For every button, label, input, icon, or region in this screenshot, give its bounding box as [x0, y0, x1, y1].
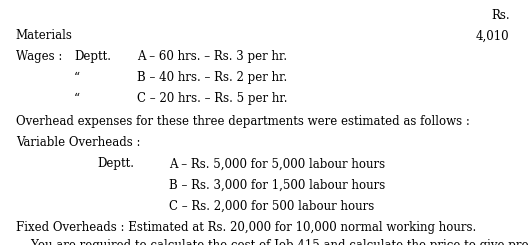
Text: “: “: [74, 92, 80, 105]
Text: Rs.: Rs.: [491, 9, 510, 22]
Text: C – Rs. 2,000 for 500 labour hours: C – Rs. 2,000 for 500 labour hours: [169, 199, 374, 212]
Text: Deptt.: Deptt.: [98, 157, 135, 170]
Text: C – 20 hrs. – Rs. 5 per hr.: C – 20 hrs. – Rs. 5 per hr.: [137, 92, 288, 105]
Text: Overhead expenses for these three departments were estimated as follows :: Overhead expenses for these three depart…: [16, 115, 470, 128]
Text: Materials: Materials: [16, 29, 73, 42]
Text: B – Rs. 3,000 for 1,500 labour hours: B – Rs. 3,000 for 1,500 labour hours: [169, 178, 385, 191]
Text: A – 60 hrs. – Rs. 3 per hr.: A – 60 hrs. – Rs. 3 per hr.: [137, 50, 287, 63]
Text: You are required to calculate the cost of Job 415 and calculate the price to giv: You are required to calculate the cost o…: [16, 239, 528, 245]
Text: Variable Overheads :: Variable Overheads :: [16, 136, 140, 149]
Text: Fixed Overheads : Estimated at Rs. 20,000 for 10,000 normal working hours.: Fixed Overheads : Estimated at Rs. 20,00…: [16, 220, 476, 233]
Text: “: “: [74, 71, 80, 84]
Text: Deptt.: Deptt.: [74, 50, 111, 63]
Text: 4,010: 4,010: [476, 29, 510, 42]
Text: A – Rs. 5,000 for 5,000 labour hours: A – Rs. 5,000 for 5,000 labour hours: [169, 157, 385, 170]
Text: B – 40 hrs. – Rs. 2 per hr.: B – 40 hrs. – Rs. 2 per hr.: [137, 71, 288, 84]
Text: Wages :: Wages :: [16, 50, 62, 63]
